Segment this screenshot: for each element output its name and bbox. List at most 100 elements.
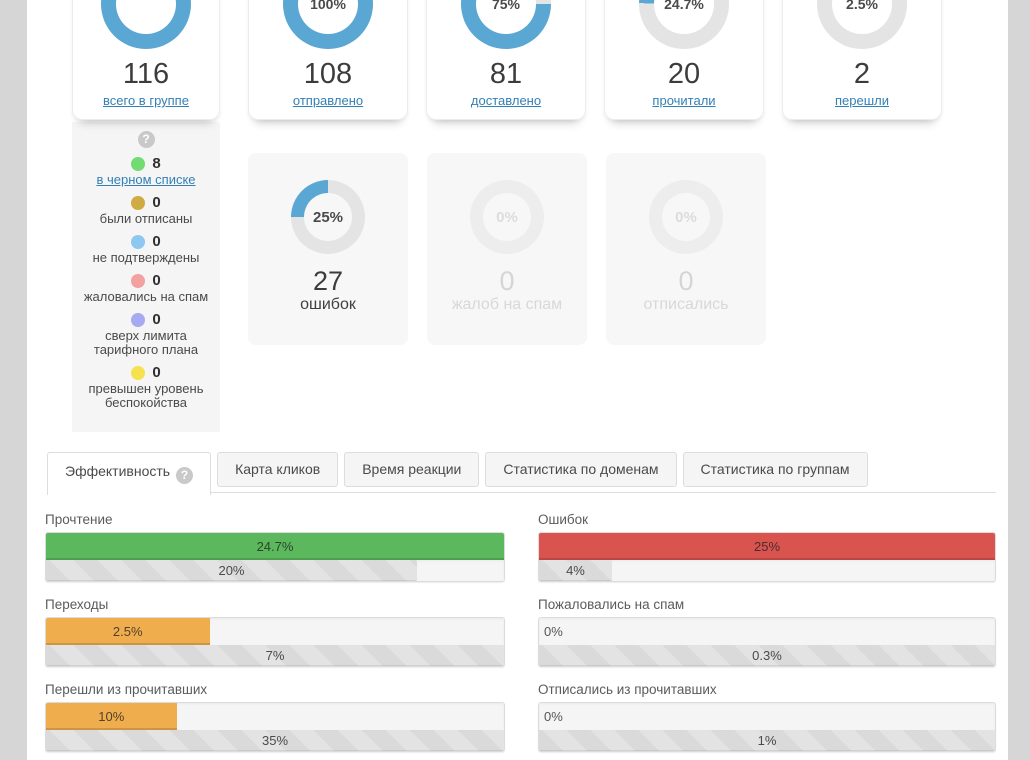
metric-main-fill: 2.5% — [46, 618, 210, 645]
donut-chart: 0% — [649, 180, 723, 254]
legend-item: 0 превышен уровень беспокойства — [72, 364, 220, 410]
legend-item: 0 не подтверждены — [72, 233, 220, 265]
donut-hole — [483, 193, 531, 241]
tab-label: Эффективность — [65, 463, 171, 479]
metric-main-bar: 0% — [539, 618, 995, 645]
metric-group: Пожаловались на спам 0% 0.3% — [538, 598, 996, 667]
donut-chart: 100% — [283, 0, 373, 49]
metric-title: Переходы — [45, 597, 109, 612]
donut-chart: 25% — [291, 180, 365, 254]
legend-label: в черном списке — [72, 173, 220, 187]
secondary-card-label: жалоб на спам — [427, 296, 587, 314]
summary-card-value: 108 — [303, 58, 353, 90]
metric-title: Пожаловались на спам — [538, 597, 685, 612]
tab-item[interactable]: Статистика по группам — [682, 452, 868, 487]
legend-link[interactable]: в черном списке — [96, 172, 196, 187]
help-icon[interactable]: ? — [137, 130, 155, 148]
help-icon[interactable]: ? — [176, 467, 194, 484]
metric-average-fill: 1% — [539, 730, 995, 751]
metric-bars: 0% 0.3% — [538, 617, 996, 667]
legend-label: жаловались на спам — [83, 289, 209, 304]
donut-chart: 2.5% — [817, 0, 907, 49]
secondary-card-link[interactable]: ошибок — [300, 296, 356, 313]
summary-card: 2.5% 2 перешли — [782, 0, 942, 120]
legend-dot-icon — [131, 157, 146, 171]
tab-item[interactable]: Время реакции — [344, 452, 480, 487]
donut-chart: 24.7% — [639, 0, 729, 49]
metric-main-zero-label: 0% — [544, 624, 563, 639]
metric-average-fill: 35% — [46, 730, 504, 751]
metrics-column: Ошибок 25% 4% Пожаловались на спам 0% 0.3% Отп… — [538, 513, 996, 760]
legend-dot-icon — [131, 313, 146, 327]
summary-card-label: доставлено — [427, 92, 585, 110]
summary-card: 24.7% 20 прочитали — [604, 0, 764, 120]
legend-count: 0 — [152, 233, 161, 250]
summary-card-link[interactable]: прочитали — [652, 93, 716, 108]
secondary-card-link: отписались — [643, 296, 729, 313]
summary-card-link[interactable]: всего в группе — [103, 93, 189, 108]
secondary-card-link: жалоб на спам — [451, 296, 563, 313]
summary-card-link[interactable]: отправлено — [292, 93, 364, 108]
metrics-column: Прочтение 24.7% 20% Переходы 2.5% 7% Перешли и… — [45, 513, 505, 760]
donut-percent-label: 2.5% — [846, 0, 878, 12]
metric-average-bar: 20% — [46, 560, 504, 581]
efficiency-metrics: Прочтение 24.7% 20% Переходы 2.5% 7% Перешли и… — [45, 513, 996, 760]
legend-item-top: 8 — [72, 155, 220, 172]
metric-main-fill: 24.7% — [46, 533, 504, 560]
legend-item: 0 сверх лимита тарифного плана — [72, 311, 220, 357]
legend-label: не подтверждены — [92, 250, 200, 265]
legend-label: сверх лимита тарифного плана — [93, 328, 199, 357]
legend-label: были отписаны — [99, 211, 193, 226]
donut-percent-label: 0% — [675, 208, 697, 226]
summary-card: 116 всего в группе — [72, 0, 220, 120]
donut-percent-label: 25% — [312, 208, 344, 226]
donut-chart — [101, 0, 191, 49]
summary-card-value: 20 — [667, 58, 701, 90]
legend-count: 0 — [152, 311, 161, 328]
legend-count: 0 — [152, 194, 161, 211]
metric-main-fill: 10% — [46, 703, 177, 730]
metric-title: Отписались из прочитавших — [538, 682, 717, 697]
tab-label: Время реакции — [362, 461, 462, 477]
cards-right-area: 100% 108 отправлено 75% 81 доставлено 24.7% 20 п… — [248, 0, 942, 345]
donut-percent-label: 100% — [310, 0, 346, 12]
metric-title: Ошибок — [538, 512, 589, 527]
metric-main-bar: 0% — [539, 703, 995, 730]
summary-card-link[interactable]: доставлено — [470, 93, 542, 108]
metric-bars: 0% 1% — [538, 702, 996, 752]
summary-card-link[interactable]: перешли — [834, 93, 889, 108]
metric-average-bar: 7% — [46, 645, 504, 666]
tab-item[interactable]: Статистика по доменам — [485, 452, 677, 487]
metric-average-bar: 1% — [539, 730, 995, 751]
metric-average-fill: 7% — [46, 645, 504, 666]
tab-strip: Эффективность? Карта кликов Время реакции С… — [47, 452, 996, 495]
metric-main-zero-label: 0% — [544, 709, 563, 724]
summary-card-value: 2 — [853, 58, 871, 90]
secondary-card: 0% 0 отписались — [606, 153, 766, 345]
tab-item[interactable]: Карта кликов — [217, 452, 339, 487]
metric-average-fill: 0.3% — [539, 645, 995, 666]
legend-item: 0 были отписаны — [72, 194, 220, 226]
legend-label: превышен уровень беспокойства — [88, 381, 204, 410]
metric-title: Прочтение — [45, 512, 113, 527]
legend-count: 8 — [152, 155, 161, 172]
summary-card: 100% 108 отправлено — [248, 0, 408, 120]
secondary-card: 25% 27 ошибок — [248, 153, 408, 345]
tab-label: Статистика по группам — [700, 461, 850, 477]
donut-percent-label — [101, 0, 191, 49]
legend-dot-icon — [131, 235, 146, 249]
summary-card-value: 81 — [489, 58, 523, 90]
metric-bars: 10% 35% — [45, 702, 505, 752]
metric-main-fill: 25% — [539, 533, 995, 560]
summary-cards-row: 100% 108 отправлено 75% 81 доставлено 24.7% 20 п… — [248, 0, 942, 120]
donut-hole — [662, 193, 710, 241]
tab-active[interactable]: Эффективность? — [47, 452, 212, 495]
legend-count: 0 — [152, 364, 161, 381]
metric-group: Переходы 2.5% 7% — [45, 598, 505, 667]
metric-average-fill: 20% — [46, 560, 417, 581]
